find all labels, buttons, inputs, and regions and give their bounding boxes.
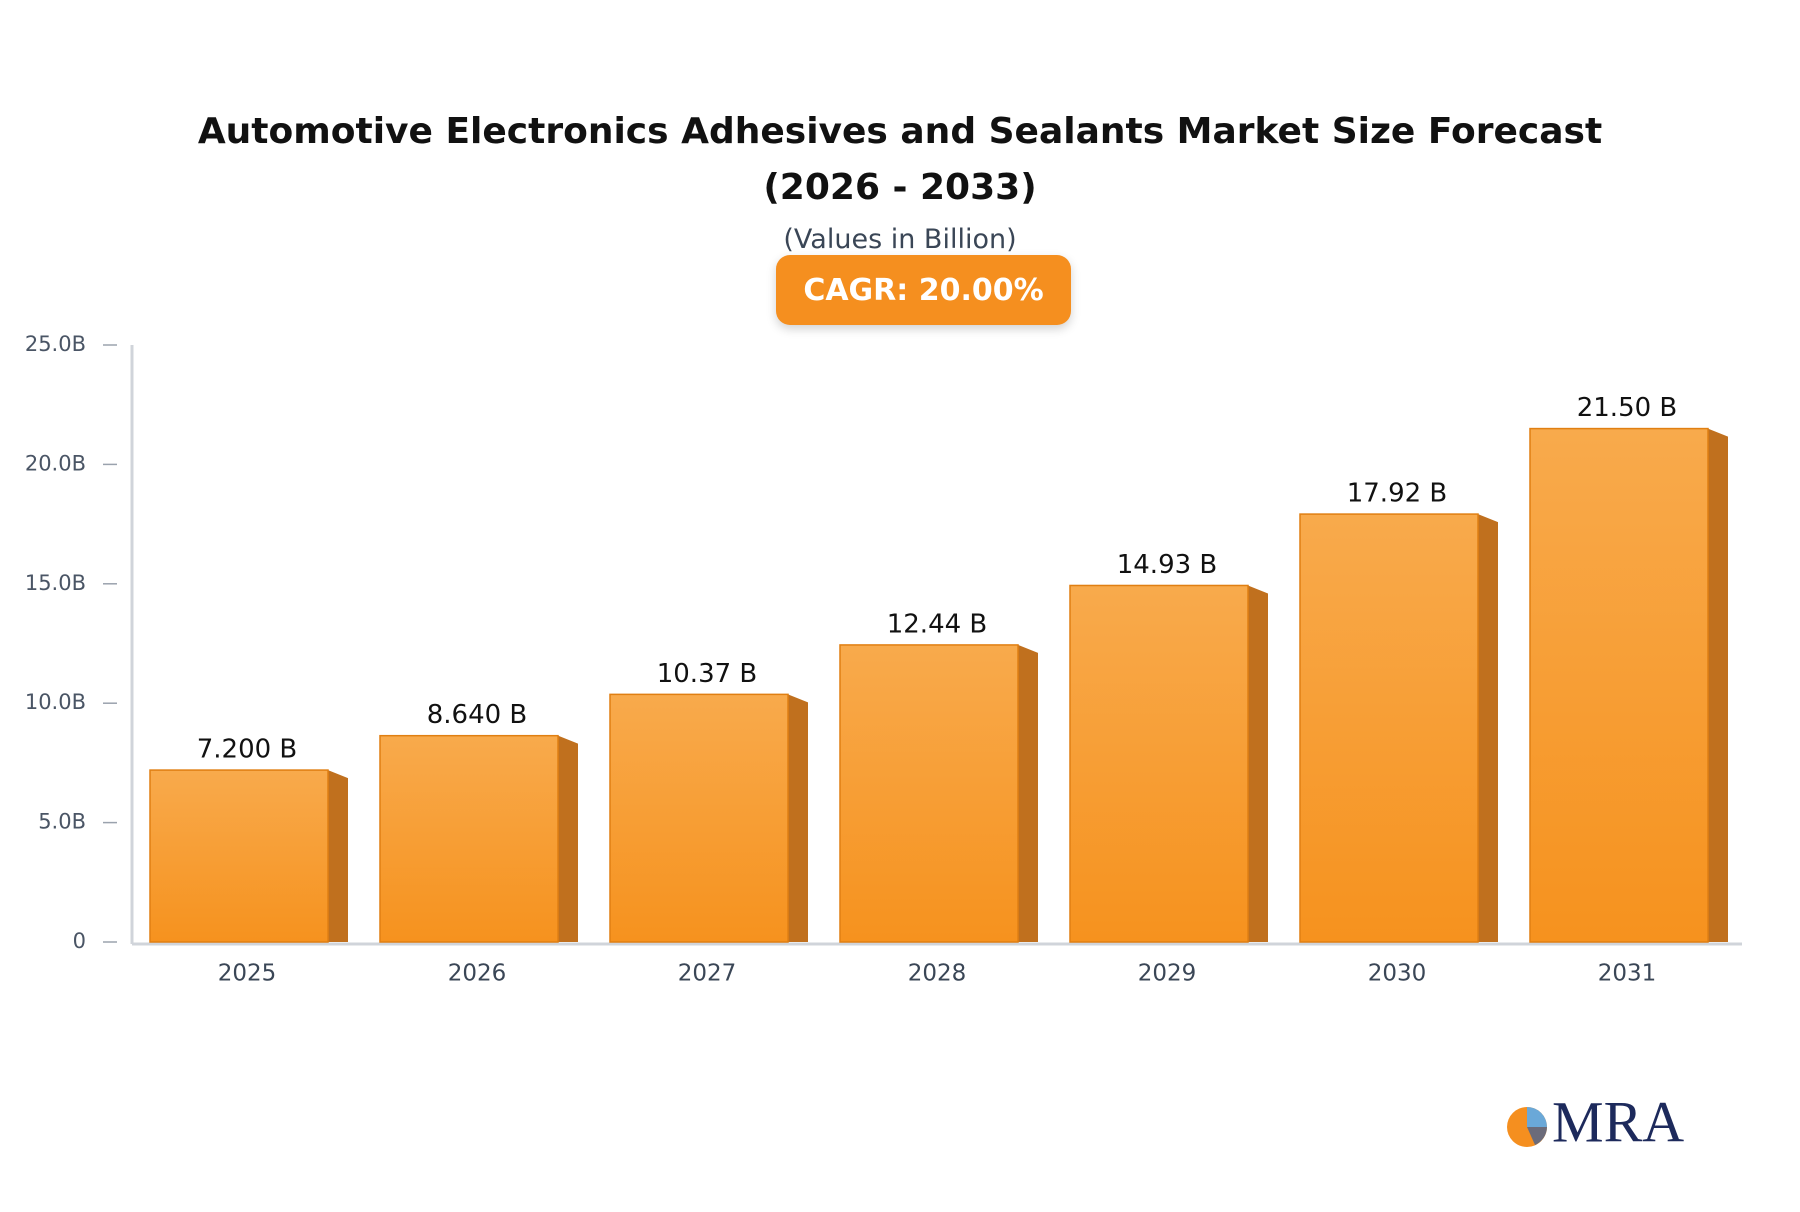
bar-side: [328, 770, 348, 942]
bar: [839, 644, 1019, 943]
y-tick-label: 0: [73, 929, 86, 953]
bar-side: [1248, 585, 1268, 942]
cagr-badge: CAGR: 20.00%: [776, 255, 1071, 325]
x-tick-label: 2027: [678, 961, 737, 987]
y-tick-label: 5.0B: [38, 810, 86, 834]
y-tick-label: 20.0B: [25, 451, 86, 475]
bar-side: [1708, 428, 1728, 943]
value-label: 8.640 B: [427, 700, 528, 730]
x-tick-label: 2025: [218, 961, 277, 987]
bar: [1299, 513, 1479, 943]
y-tick-label: 15.0B: [25, 571, 86, 595]
bar: [1529, 427, 1709, 943]
value-label: 21.50 B: [1577, 393, 1678, 423]
bar-side: [1018, 644, 1038, 942]
value-label: 14.93 B: [1117, 550, 1218, 580]
y-tick-label: 25.0B: [25, 332, 86, 356]
value-label: 10.37 B: [657, 659, 758, 689]
y-tick-label: 10.0B: [25, 690, 86, 714]
chart-subtitle: (Values in Billion): [783, 224, 1017, 255]
value-label: 7.200 B: [197, 735, 298, 765]
value-label: 17.92 B: [1347, 479, 1448, 509]
bar-side: [558, 735, 578, 942]
logo: MRA: [1507, 1089, 1684, 1154]
bar: [149, 769, 329, 943]
x-tick-label: 2026: [448, 961, 507, 987]
bar-side: [1478, 514, 1498, 942]
chart-title: Automotive Electronics Adhesives and Sea…: [197, 111, 1603, 208]
x-tick-label: 2031: [1598, 961, 1657, 987]
logo-text: MRA: [1552, 1089, 1684, 1154]
bar-side: [788, 694, 808, 942]
bar: [609, 693, 789, 943]
bar: [1069, 584, 1249, 943]
x-tick-label: 2030: [1368, 961, 1427, 987]
value-label: 12.44 B: [887, 609, 988, 639]
bar: [379, 734, 559, 943]
x-tick-label: 2029: [1138, 961, 1197, 987]
x-tick-label: 2028: [908, 961, 967, 987]
